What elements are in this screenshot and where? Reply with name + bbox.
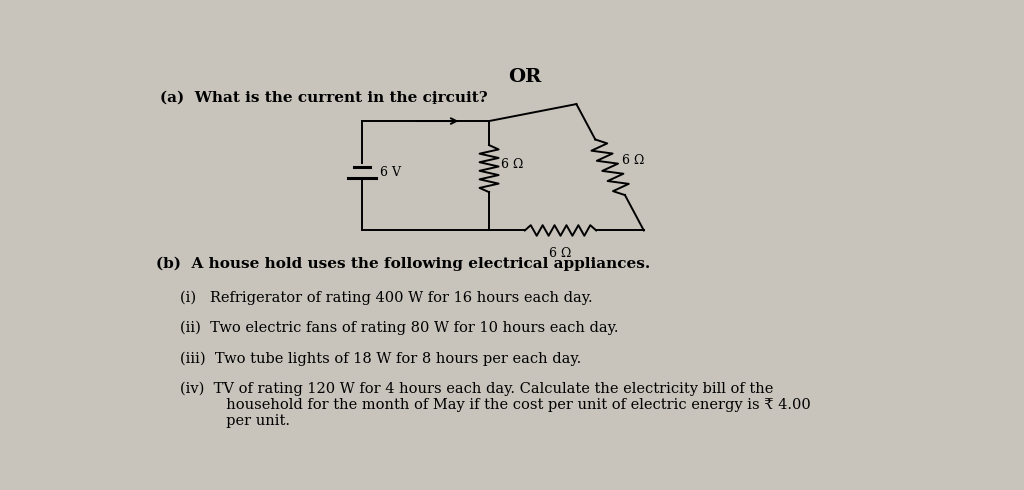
Text: (iii)  Two tube lights of 18 W for 8 hours per each day.: (iii) Two tube lights of 18 W for 8 hour…: [179, 351, 581, 366]
Text: (b)  A house hold uses the following electrical appliances.: (b) A house hold uses the following elec…: [156, 257, 650, 271]
Text: 6 Ω: 6 Ω: [549, 247, 571, 261]
Text: 6 Ω: 6 Ω: [501, 158, 523, 171]
Text: 6 Ω: 6 Ω: [622, 154, 644, 167]
Text: OR: OR: [508, 68, 542, 86]
Text: I: I: [431, 94, 436, 107]
Text: (ii)  Two electric fans of rating 80 W for 10 hours each day.: (ii) Two electric fans of rating 80 W fo…: [179, 321, 618, 336]
Text: 6 V: 6 V: [380, 166, 400, 179]
Text: (iv)  TV of rating 120 W for 4 hours each day. Calculate the electricity bill of: (iv) TV of rating 120 W for 4 hours each…: [179, 381, 810, 428]
Text: (a)  What is the current in the circuit?: (a) What is the current in the circuit?: [160, 91, 487, 105]
Text: (i)   Refrigerator of rating 400 W for 16 hours each day.: (i) Refrigerator of rating 400 W for 16 …: [179, 291, 592, 305]
